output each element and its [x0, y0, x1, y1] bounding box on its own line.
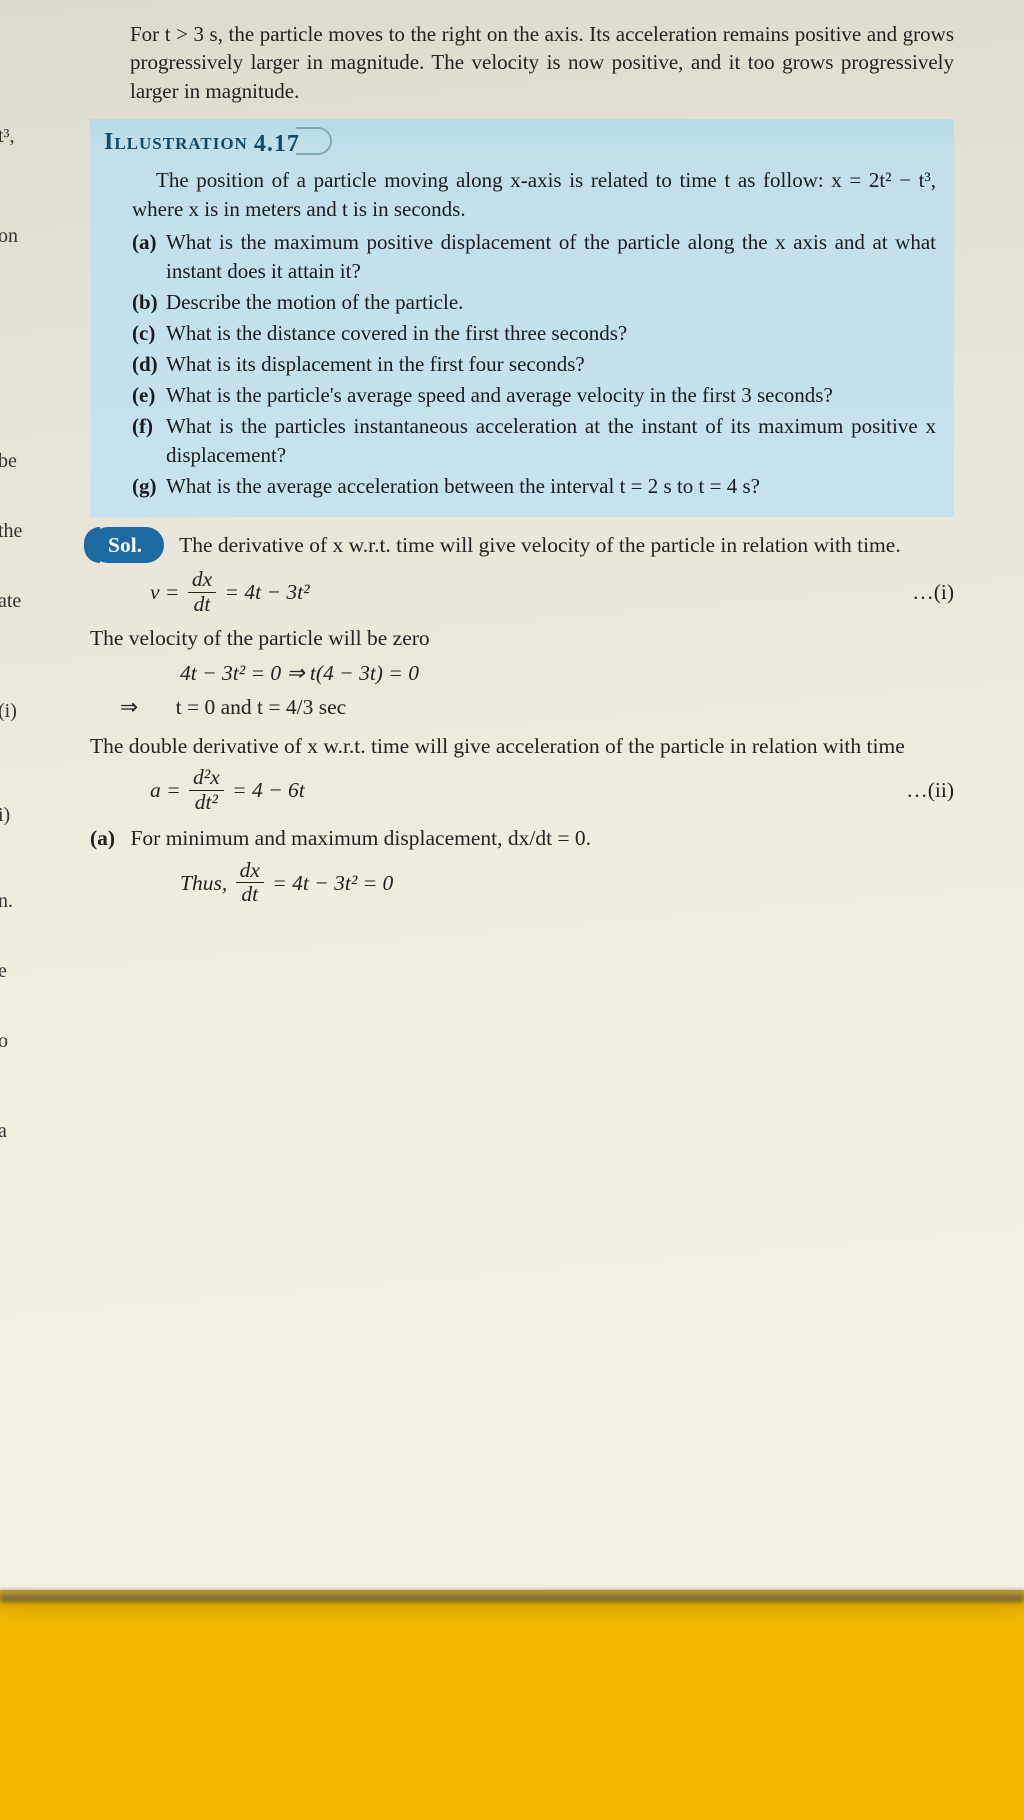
gutter-fragment: be	[0, 450, 17, 473]
eq3-frac-den: dt²	[191, 791, 222, 814]
question-label: (f)	[132, 412, 166, 470]
question-c: (c)What is the distance covered in the f…	[132, 319, 936, 348]
gutter-fragment: i)	[0, 804, 10, 827]
intro-paragraph: For t > 3 s, the particle moves to the r…	[130, 20, 954, 105]
eq1-lhs: v	[150, 577, 160, 608]
question-f: (f)What is the particles instantaneous a…	[132, 412, 936, 470]
question-list: (a)What is the maximum positive displace…	[132, 228, 936, 501]
eq3-tag: …(ii)	[906, 775, 954, 806]
question-d: (d)What is its displacement in the first…	[132, 350, 936, 379]
question-g: (g)What is the average acceleration betw…	[132, 472, 936, 501]
photo-background: t³, on be the ate (i) i) n. e o a For t …	[0, 0, 1024, 1820]
question-e: (e)What is the particle's average speed …	[132, 381, 936, 410]
part-a-fraction: dx dt	[236, 860, 264, 906]
question-label: (b)	[132, 288, 166, 317]
question-label: (d)	[132, 350, 166, 379]
solution-section: Sol. The derivative of x w.r.t. time wil…	[90, 527, 954, 906]
gutter-fragment: (i)	[0, 700, 17, 723]
eq3-lhs: a	[150, 775, 161, 806]
question-text: Describe the motion of the particle.	[166, 288, 936, 317]
illustration-title: Illustration 4.17	[104, 127, 936, 158]
illustration-title-prefix: Illustration	[104, 129, 248, 156]
question-label: (g)	[132, 472, 166, 501]
gutter-fragment: on	[0, 225, 18, 248]
question-label: (c)	[132, 319, 166, 348]
eq1-fraction: dx dt	[188, 569, 216, 615]
gutter-fragment: n.	[0, 890, 13, 913]
question-text: What is the maximum positive displacemen…	[166, 228, 936, 286]
solution-line-3: The double derivative of x w.r.t. time w…	[90, 731, 954, 762]
gutter-fragment: a	[0, 1120, 7, 1143]
eq1-tag: …(i)	[912, 577, 954, 608]
solution-text-1: The derivative of x w.r.t. time will giv…	[179, 533, 901, 557]
illustration-box: Illustration 4.17 The position of a part…	[90, 119, 954, 517]
eq1-rhs: 4t − 3t²	[244, 577, 309, 608]
part-a-frac-num: dx	[236, 860, 264, 884]
question-text: What is the particles instantaneous acce…	[166, 412, 936, 470]
question-a: (a)What is the maximum positive displace…	[132, 228, 936, 286]
solution-line-2: The velocity of the particle will be zer…	[90, 623, 954, 654]
left-cutoff-gutter: t³, on be the ate (i) i) n. e o a	[0, 0, 30, 1590]
eq3-fraction: d²x dt²	[189, 767, 224, 813]
illustration-stem: The position of a particle moving along …	[132, 166, 936, 224]
question-text: What is its displacement in the first fo…	[166, 350, 936, 379]
eq2-line-b: ⇒ t = 0 and t = 4/3 sec	[120, 692, 954, 723]
eq2-line-a: 4t − 3t² = 0 ⇒ t(4 − 3t) = 0	[180, 658, 954, 689]
question-label: (a)	[132, 228, 166, 286]
part-a-label: (a)	[90, 826, 115, 850]
gutter-fragment: t³,	[0, 125, 15, 148]
eq1-frac-den: dt	[190, 593, 215, 616]
eq3-rhs: 4 − 6t	[252, 775, 305, 806]
gutter-fragment: e	[0, 960, 7, 983]
part-a-rhs: = 4t − 3t² = 0	[272, 868, 393, 899]
textbook-page: t³, on be the ate (i) i) n. e o a For t …	[0, 0, 1024, 1590]
question-text: What is the particle's average speed and…	[166, 381, 936, 410]
part-a-equation: Thus, dx dt = 4t − 3t² = 0	[180, 860, 954, 906]
solution-part-a: (a) For minimum and maximum displacement…	[90, 823, 954, 854]
equation-acceleration: a = d²x dt² = 4 − 6t …(ii)	[150, 767, 954, 813]
part-a-text: For minimum and maximum displacement, dx…	[130, 826, 591, 850]
gutter-fragment: o	[0, 1030, 8, 1053]
question-text: What is the distance covered in the firs…	[166, 319, 936, 348]
eq1-frac-num: dx	[188, 569, 216, 593]
solution-pill: Sol.	[90, 527, 164, 564]
solution-line-1: Sol. The derivative of x w.r.t. time wil…	[90, 527, 954, 564]
illustration-number: 4.17	[254, 127, 332, 158]
question-label: (e)	[132, 381, 166, 410]
part-a-frac-den: dt	[237, 883, 262, 906]
illustration-body: The position of a particle moving along …	[132, 166, 936, 501]
gutter-fragment: the	[0, 520, 22, 543]
gutter-fragment: ate	[0, 590, 21, 613]
question-text: What is the average acceleration between…	[166, 472, 936, 501]
question-b: (b)Describe the motion of the particle.	[132, 288, 936, 317]
part-a-thus: Thus,	[180, 868, 227, 899]
eq3-frac-num: d²x	[189, 767, 224, 791]
equation-velocity: v = dx dt = 4t − 3t² …(i)	[150, 569, 954, 615]
